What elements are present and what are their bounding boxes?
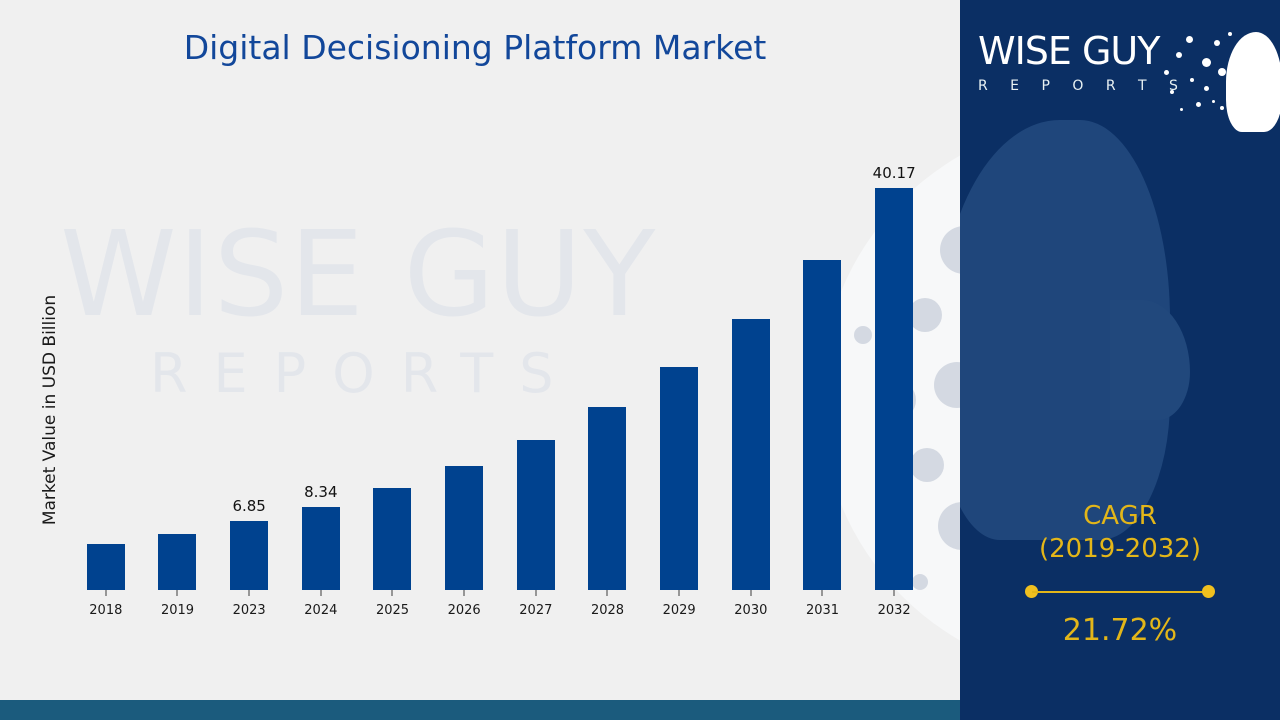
logo-dot [1170,90,1174,94]
logo-dot [1180,108,1183,111]
x-axis-tick-label: 2031 [805,603,840,618]
logo-dot [1252,64,1256,68]
motif-dot [912,574,928,590]
x-axis-tick [105,590,107,596]
bar-value-label: 8.34 [304,483,338,501]
bar-group: 40.17 2032 [858,150,930,618]
logo-dot [1186,36,1193,43]
cagr-label: CAGR [1083,501,1157,531]
logo-dot [1212,100,1215,103]
bar-group: 8.34 2024 [285,150,357,618]
logo-head-icon [1226,32,1280,132]
logo-dot [1214,40,1220,46]
cagr-block: CAGR (2019-2032) 21.72% [960,500,1280,648]
logo-dot [1226,90,1232,96]
bar-value-label: 40.17 [872,164,916,182]
cagr-period: (2019-2032) [1038,534,1201,565]
x-axis-tick-label: 2023 [232,603,266,618]
bar [373,488,412,590]
x-axis-tick [463,590,465,596]
x-axis-tick-label: 2028 [590,603,625,618]
motif-dot [908,298,942,332]
x-axis-tick-label: 2018 [89,603,123,618]
x-axis-tick [535,590,537,596]
motif-dot [934,362,960,408]
brand-panel: WISE GUY R E P O R T S CAGR (2019-2032) … [960,0,1280,720]
x-axis-tick-label: 2032 [877,603,911,618]
logo-dots-cluster [1156,24,1276,134]
logo-dot [1246,38,1251,43]
cagr-divider [1025,584,1215,599]
bar-chart-plot: 2018 2019 6.85 2023 8.34 2024 2025 2026 2027 2028… [70,150,930,618]
bar-group: 2019 [142,150,214,618]
x-axis-tick [750,590,752,596]
logo-dot [1190,78,1194,82]
x-axis-tick-label: 2019 [160,603,195,618]
x-axis-tick [176,590,178,596]
logo-dot [1176,52,1182,58]
x-axis-tick [248,590,250,596]
bar [158,534,197,590]
bar [301,507,340,590]
x-axis-tick [391,590,393,596]
bar-group: 2029 [643,150,715,618]
bar [445,466,484,590]
logo-dot [1240,76,1247,83]
bar [660,367,699,590]
x-axis-tick [606,590,608,596]
motif-dot [940,226,960,274]
bar-group: 2027 [500,150,572,618]
chart-panel: Digital Decisioning Platform Market WISE… [0,28,960,720]
bar-group: 2030 [715,150,787,618]
logo-dot [1232,54,1237,59]
motif-dot [938,502,960,550]
bar-group: 6.85 2023 [213,150,285,618]
x-axis-tick-label: 2027 [519,603,553,618]
logo-dot [1204,86,1209,91]
bar [731,319,770,590]
x-axis-tick-label: 2029 [662,603,696,618]
motif-dot [854,326,872,344]
footer-strip [0,700,960,720]
page-title: Digital Decisioning Platform Market [183,28,767,67]
bar-group: 2026 [428,150,500,618]
x-axis-tick [320,590,322,596]
logo-dot [1164,70,1169,75]
logo-dot [1220,106,1224,110]
x-axis-tick-label: 2025 [375,603,410,618]
logo-dot [1244,94,1248,98]
bar-group: 2025 [357,150,429,618]
bar [516,440,555,590]
head-profile-shape [1110,300,1190,420]
divider-knob-left [1025,584,1038,598]
bar [588,407,627,590]
x-axis-tick [893,590,895,596]
logo-dot [1196,102,1201,107]
x-axis-tick-label: 2026 [447,603,481,618]
logo-dot [1202,58,1211,67]
bar [86,544,125,590]
divider-line [1032,590,1208,593]
x-axis-tick [821,590,823,596]
bar-value-label: 6.85 [232,497,266,515]
bar [230,521,269,590]
bar-group: 2018 [70,150,142,618]
bar [803,260,842,590]
wiseguy-reports-logo: WISE GUY R E P O R T S [978,29,1280,132]
divider-knob-right [1202,584,1215,598]
motif-dot [910,448,944,482]
logo-dot [1218,68,1226,76]
x-axis-tick [678,590,680,596]
logo-wordmark: WISE GUY [978,29,1160,73]
x-axis-tick-label: 2024 [304,603,338,618]
logo-subtitle: R E P O R T S [978,78,1187,94]
cagr-value: 21.72% [1062,612,1178,648]
bar [875,188,914,590]
bar-group: 2031 [787,150,859,618]
bar-group: 2028 [572,150,644,618]
x-axis-tick-label: 2030 [734,603,768,618]
y-axis-label: Market Value in USD Billion [40,294,60,526]
logo-dot [1228,32,1232,36]
